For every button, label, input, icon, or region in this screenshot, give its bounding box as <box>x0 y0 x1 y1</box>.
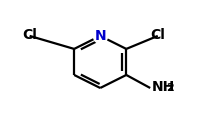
Text: 2: 2 <box>167 83 174 93</box>
Text: Cl: Cl <box>22 28 37 42</box>
Text: N: N <box>94 29 106 43</box>
Text: NH: NH <box>151 80 174 94</box>
Text: Cl: Cl <box>150 28 165 42</box>
